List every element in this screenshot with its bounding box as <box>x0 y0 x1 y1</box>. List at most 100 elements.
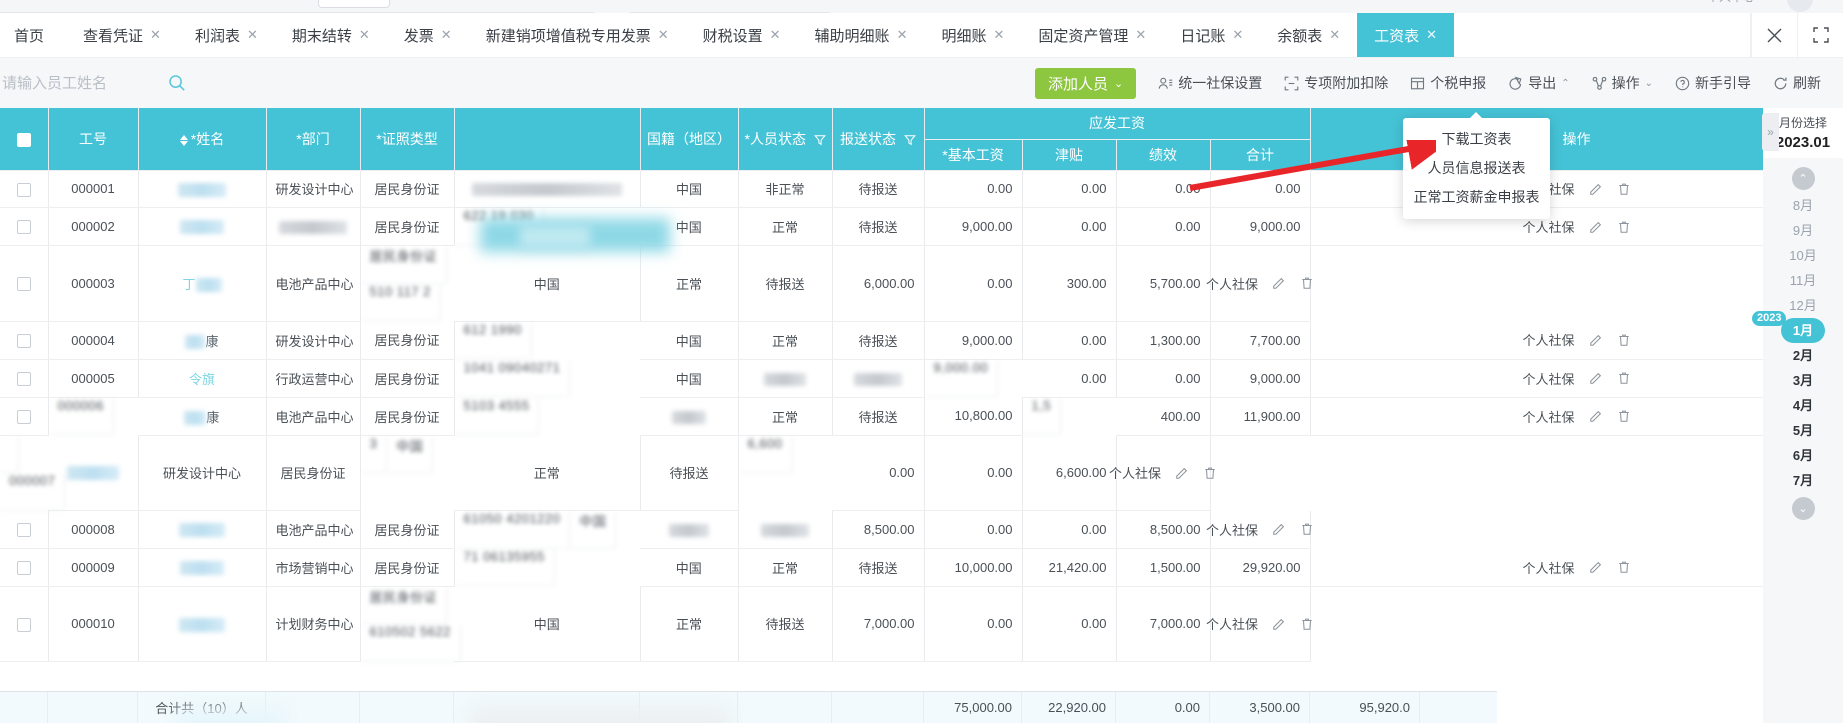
fullscreen-icon[interactable] <box>1797 12 1843 58</box>
edit-icon[interactable] <box>1272 522 1286 536</box>
tab-close-icon[interactable]: ✕ <box>1426 27 1438 42</box>
row-checkbox-cell[interactable] <box>0 359 49 398</box>
column-header-emp-no[interactable]: 工号 <box>48 108 139 171</box>
column-header-name[interactable]: *姓名 <box>138 108 267 171</box>
personal-social-insurance-link[interactable]: 个人社保 <box>1206 617 1259 633</box>
delete-icon[interactable] <box>1203 466 1217 480</box>
search-box[interactable] <box>0 58 215 108</box>
column-header-id-no[interactable] <box>454 108 641 171</box>
unified-social-insurance-settings-button[interactable]: 统一社保设置 <box>1158 73 1262 93</box>
table-row[interactable]: 000006 康 电池产品中心 居民身份证 5103 4555 正常 待报送 1… <box>0 397 1843 436</box>
menu-item-personnel-info-report[interactable]: 人员信息报送表 <box>1427 160 1526 176</box>
row-checkbox-cell[interactable] <box>0 586 49 662</box>
column-header-nationality[interactable]: 国籍（地区） <box>640 108 739 171</box>
row-checkbox[interactable] <box>16 220 31 235</box>
delete-icon[interactable] <box>1300 617 1314 631</box>
tab-close-icon[interactable]: ✕ <box>150 27 161 42</box>
edit-icon[interactable] <box>1589 333 1603 347</box>
top-pill-button[interactable] <box>318 0 390 8</box>
row-checkbox-cell[interactable] <box>0 170 49 208</box>
personal-social-insurance-link[interactable]: 个人社保 <box>1522 560 1575 576</box>
edit-icon[interactable] <box>1175 466 1189 480</box>
tab-balance-sheet[interactable]: 余额表 ✕ <box>1260 13 1357 57</box>
delete-icon[interactable] <box>1300 276 1314 290</box>
personal-social-insurance-link[interactable]: 个人社保 <box>1206 276 1259 292</box>
tab-view-voucher[interactable]: 查看凭证 ✕ <box>66 13 178 57</box>
operation-button[interactable]: 操作 ⌄ <box>1592 73 1653 93</box>
search-icon[interactable] <box>168 74 186 92</box>
column-header-id-type[interactable]: *证照类型 <box>360 108 455 171</box>
row-checkbox-cell[interactable] <box>0 245 49 322</box>
table-row[interactable]: 000005 令旗 行政运营中心 居民身份证 1041 09040271 中国 … <box>0 359 1843 398</box>
personal-social-insurance-link[interactable]: 个人社保 <box>1109 466 1162 482</box>
table-row[interactable]: 000003 丁 电池产品中心 居民身份证 510 117 2 中国 正常 待报… <box>0 245 1843 322</box>
column-header-total[interactable]: 合计 <box>1210 139 1311 171</box>
row-checkbox-cell[interactable] <box>0 548 49 587</box>
row-checkbox[interactable] <box>16 333 31 348</box>
tab-invoice[interactable]: 发票 ✕ <box>387 13 469 57</box>
personal-social-insurance-link[interactable]: 个人社保 <box>1522 371 1575 387</box>
column-header-allowance[interactable]: 津贴 <box>1022 139 1117 171</box>
delete-icon[interactable] <box>1617 371 1631 385</box>
edit-icon[interactable] <box>1589 220 1603 234</box>
refresh-button[interactable]: 刷新 <box>1773 73 1821 93</box>
month-item-12[interactable]: 12月 <box>1789 298 1817 313</box>
month-item-5[interactable]: 5月 <box>1792 423 1814 438</box>
column-header-dept[interactable]: *部门 <box>266 108 361 171</box>
tab-close-icon[interactable]: ✕ <box>1329 27 1341 42</box>
search-input[interactable] <box>0 73 168 93</box>
filter-icon[interactable] <box>904 134 916 146</box>
delete-icon[interactable] <box>1617 409 1631 423</box>
edit-icon[interactable] <box>1589 371 1603 385</box>
export-button[interactable]: 导出 ⌃ <box>1508 73 1570 93</box>
edit-icon[interactable] <box>1589 560 1603 574</box>
delete-icon[interactable] <box>1300 522 1314 536</box>
edit-icon[interactable] <box>1589 409 1603 423</box>
table-row[interactable]: 000010 计划财务中心 居民身份证 610502 5622 中国 正常 待报… <box>0 586 1843 662</box>
personal-tax-declaration-button[interactable]: 个税申报 <box>1410 73 1486 93</box>
column-header-performance[interactable]: 绩效 <box>1116 139 1211 171</box>
tab-close-icon[interactable]: ✕ <box>358 27 370 42</box>
table-row[interactable]: 000008 电池产品中心 居民身份证 61050 4201220 中国 8,5… <box>0 510 1843 549</box>
tab-fixed-asset-management[interactable]: 固定资产管理 ✕ <box>1021 13 1163 57</box>
row-checkbox[interactable] <box>16 277 31 292</box>
row-checkbox[interactable] <box>16 409 31 424</box>
tab-close-icon[interactable]: ✕ <box>440 27 452 42</box>
edit-icon[interactable] <box>1272 276 1286 290</box>
tab-new-vat-special-invoice[interactable]: 新建销项增值税专用发票 ✕ <box>469 13 686 57</box>
month-item-1[interactable]: 2023 1月 <box>1752 311 1825 343</box>
tab-detail-ledger[interactable]: 明细账 ✕ <box>924 13 1021 57</box>
month-item-4[interactable]: 4月 <box>1792 398 1814 413</box>
month-item-7[interactable]: 7月 <box>1792 473 1814 488</box>
edit-icon[interactable] <box>1589 182 1603 196</box>
edit-icon[interactable] <box>1272 617 1286 631</box>
menu-item-download-payroll[interactable]: 下载工资表 <box>1441 131 1512 147</box>
tab-payroll[interactable]: 工资表 ✕ <box>1357 13 1455 57</box>
tab-period-end-carryover[interactable]: 期末结转 ✕ <box>275 13 387 57</box>
row-checkbox[interactable] <box>16 617 31 632</box>
delete-icon[interactable] <box>1617 220 1631 234</box>
delete-icon[interactable] <box>1617 333 1631 347</box>
tab-close-icon[interactable]: ✕ <box>1135 27 1147 42</box>
filter-icon[interactable] <box>813 134 826 146</box>
month-item-8[interactable]: 8月 <box>1792 198 1814 213</box>
table-row[interactable]: 000001 研发设计中心 居民身份证 中国 非正常 待报送 0.00 0.00… <box>0 170 1843 208</box>
month-item-11[interactable]: 11月 <box>1789 273 1817 288</box>
delete-icon[interactable] <box>1617 560 1631 574</box>
row-checkbox-cell[interactable] <box>0 397 49 436</box>
tab-close-icon[interactable]: ✕ <box>1232 27 1244 42</box>
chevron-right-double-icon[interactable]: » <box>1762 113 1779 151</box>
month-item-6[interactable]: 6月 <box>1792 448 1814 463</box>
tab-journal[interactable]: 日记账 ✕ <box>1163 13 1260 57</box>
tab-close-icon[interactable]: ✕ <box>657 27 669 42</box>
tab-close-icon[interactable]: ✕ <box>993 27 1005 42</box>
beginner-guide-button[interactable]: 新手引导 <box>1675 73 1751 93</box>
tab-home[interactable]: 首页 <box>0 13 66 57</box>
tab-auxiliary-ledger[interactable]: 辅助明细账 ✕ <box>798 13 925 57</box>
personal-social-insurance-link[interactable]: 个人社保 <box>1522 409 1575 425</box>
table-row[interactable]: 000007 研发设计中心 居民身份证 3 中国 正常 待报送 6,600 0.… <box>0 435 1843 511</box>
special-additional-deduction-button[interactable]: 专项附加扣除 <box>1284 73 1388 93</box>
chevron-down-icon[interactable]: ⌄ <box>1791 497 1815 520</box>
select-all-checkbox[interactable] <box>16 132 31 147</box>
chevron-up-icon[interactable]: ⌃ <box>1791 167 1815 190</box>
